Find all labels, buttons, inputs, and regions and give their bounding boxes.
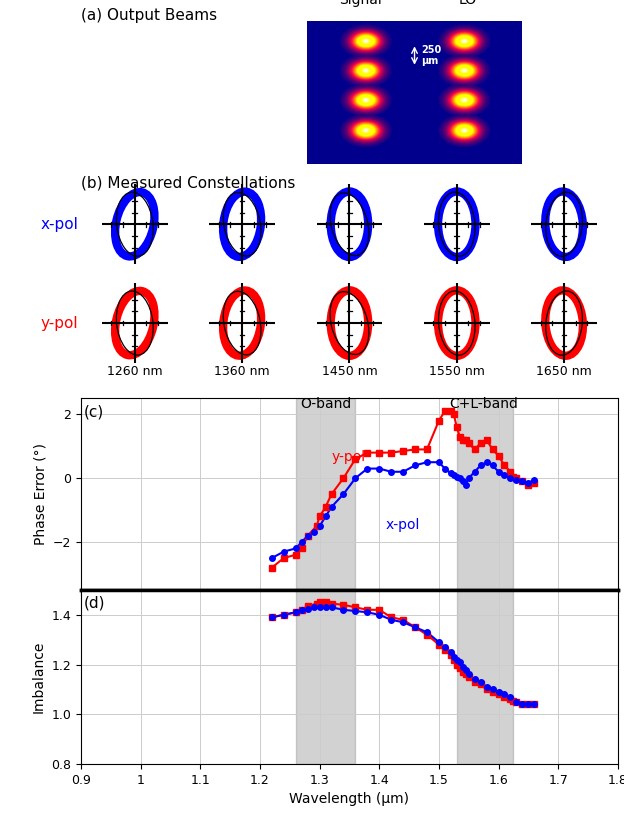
Text: (d): (d) (84, 595, 105, 610)
Text: 250
μm: 250 μm (421, 45, 442, 66)
Text: (a) Output Beams: (a) Output Beams (81, 8, 217, 23)
Text: y-pol: y-pol (41, 316, 78, 330)
Text: (b) Measured Constellations: (b) Measured Constellations (81, 176, 296, 191)
Text: 1360 nm: 1360 nm (214, 365, 270, 378)
X-axis label: Wavelength (μm): Wavelength (μm) (290, 792, 409, 806)
Y-axis label: Phase Error (°): Phase Error (°) (34, 443, 47, 545)
Text: LO: LO (459, 0, 477, 7)
Bar (457, 398, 514, 590)
Text: C+L-band: C+L-band (449, 397, 518, 411)
Bar (296, 398, 356, 590)
Text: 1450 nm: 1450 nm (321, 365, 378, 378)
Text: O-band: O-band (300, 397, 351, 411)
Text: 1260 nm: 1260 nm (107, 365, 163, 378)
Text: 1550 nm: 1550 nm (429, 365, 485, 378)
Bar (296, 590, 356, 764)
Bar (457, 590, 514, 764)
Y-axis label: Imbalance: Imbalance (32, 641, 46, 713)
Text: y-pol: y-pol (331, 449, 366, 463)
Text: 1650 nm: 1650 nm (536, 365, 592, 378)
Text: (c): (c) (84, 404, 104, 419)
Text: Signal: Signal (339, 0, 381, 7)
Text: x-pol: x-pol (40, 216, 78, 232)
Text: x-pol: x-pol (385, 518, 419, 532)
